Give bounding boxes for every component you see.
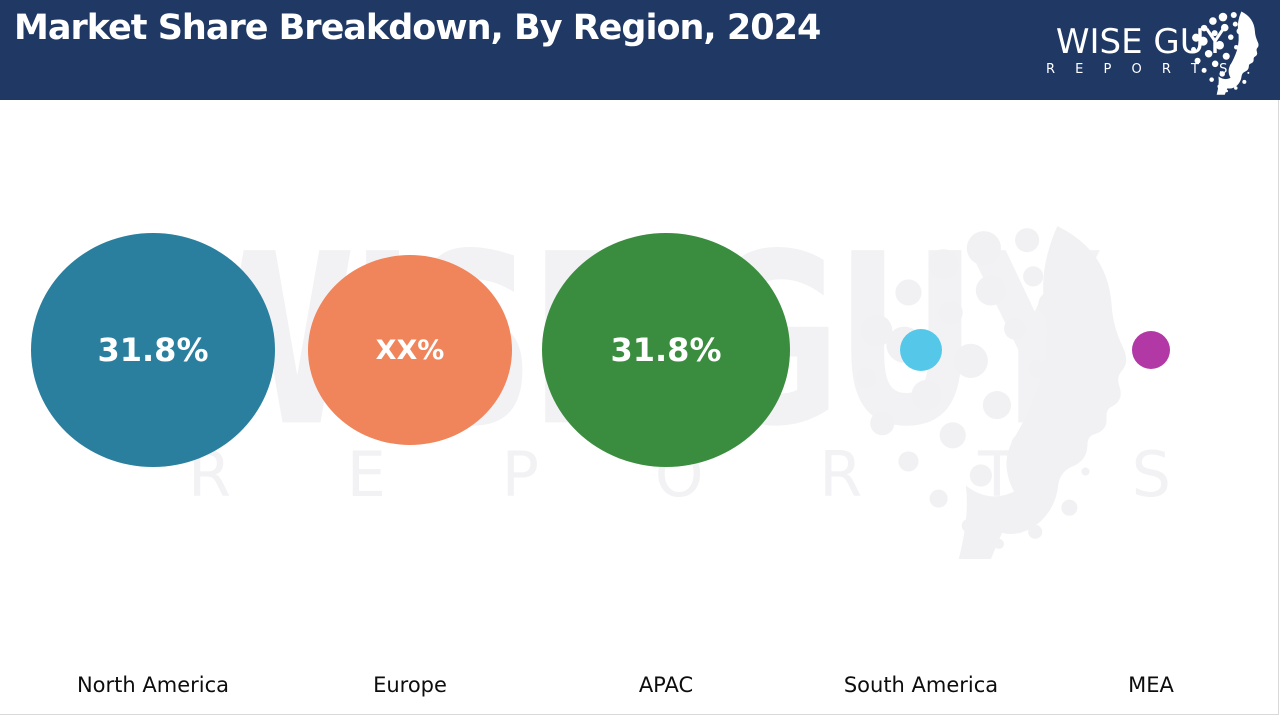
bubble-chart: WISE GUY R E P O R T S 31.8% XX% 31.8% N…	[0, 100, 1280, 720]
bubble-south-america	[900, 329, 942, 371]
category-label-europe: Europe	[373, 673, 447, 697]
bubble-mea	[1132, 331, 1170, 369]
category-label-mea: MEA	[1128, 673, 1174, 697]
bubble-value-europe: XX%	[375, 334, 445, 366]
category-label-south-america: South America	[843, 673, 999, 697]
axis-bottom-line	[0, 714, 1279, 715]
bubble-value-apac: 31.8%	[610, 331, 722, 369]
category-label-north-america: North America	[76, 673, 230, 697]
bubble-apac: 31.8%	[542, 233, 790, 467]
page-title: Market Share Breakdown, By Region, 2024	[14, 8, 821, 48]
category-label-apac: APAC	[638, 673, 694, 697]
brand-logo: WISE GUY R E P O R T S	[1018, 6, 1266, 96]
bubble-north-america: 31.8%	[31, 233, 275, 467]
brand-name: WISE GUY	[1055, 22, 1226, 62]
header-bar: Market Share Breakdown, By Region, 2024 …	[0, 0, 1280, 100]
bubble-europe: XX%	[308, 255, 512, 445]
watermark-head-icon	[856, 226, 1127, 559]
axis-right-line	[1278, 100, 1279, 715]
brand-subtitle: R E P O R T S	[1046, 62, 1236, 77]
brand-head-icon	[1191, 11, 1259, 95]
brand-logo-text: WISE GUY R E P O R T S	[1046, 24, 1235, 77]
bubble-value-north-america: 31.8%	[97, 331, 209, 369]
